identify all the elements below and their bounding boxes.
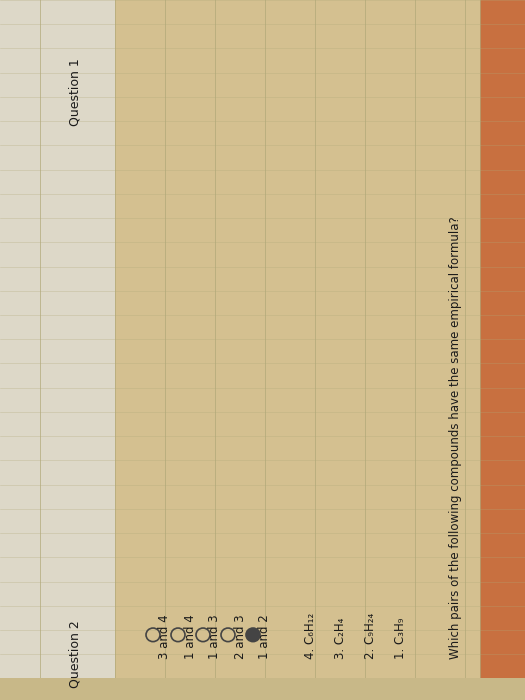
FancyBboxPatch shape [480, 0, 525, 678]
Text: Question 2: Question 2 [68, 620, 81, 688]
Text: 2. C₉H₂₄: 2. C₉H₂₄ [363, 612, 376, 659]
Text: 1 and 2: 1 and 2 [258, 615, 271, 659]
Text: 4. C₆H₁₂: 4. C₆H₁₂ [303, 612, 317, 659]
FancyBboxPatch shape [0, 0, 115, 678]
FancyBboxPatch shape [115, 0, 480, 678]
Text: 3 and 4: 3 and 4 [159, 615, 172, 659]
Text: 1 and 4: 1 and 4 [184, 615, 196, 659]
Text: 1. C₃H₉: 1. C₃H₉ [394, 617, 406, 659]
Text: 1 and 3: 1 and 3 [208, 615, 222, 659]
Text: Which pairs of the following compounds have the same empirical formula?: Which pairs of the following compounds h… [448, 216, 461, 659]
Circle shape [246, 628, 260, 642]
Text: Question 1: Question 1 [68, 58, 81, 126]
Text: 2 and 3: 2 and 3 [234, 615, 247, 659]
Text: 3. C₂H₄: 3. C₂H₄ [333, 617, 346, 659]
